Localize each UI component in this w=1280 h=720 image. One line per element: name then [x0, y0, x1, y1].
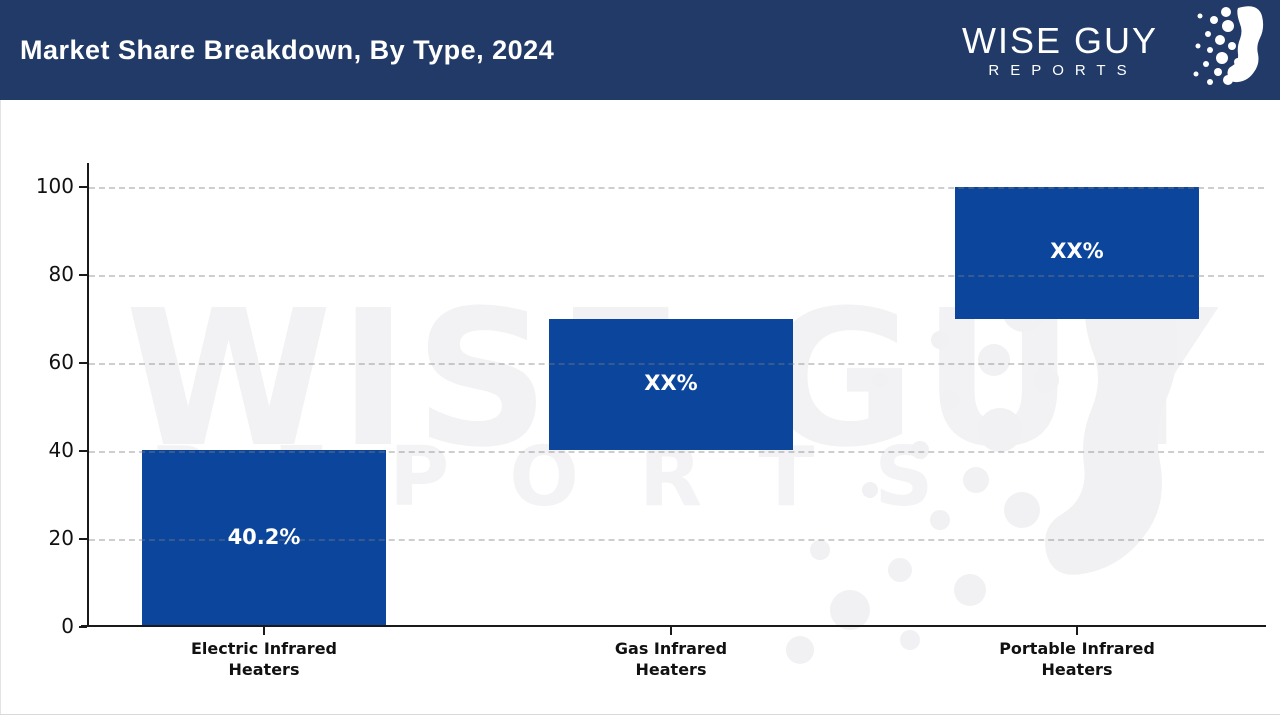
chart-area: WISE GUY REPORTS 0 20 40 60 80 100 40.2% XX% XX%…	[0, 100, 1280, 720]
page-left-border	[0, 100, 1, 715]
bar-value-label: XX%	[1050, 239, 1104, 263]
x-category-line2: Heaters	[635, 660, 707, 679]
x-category-line2: Heaters	[1041, 660, 1113, 679]
x-category-label: Gas Infrared Heaters	[521, 638, 821, 680]
y-axis-tick	[79, 538, 87, 540]
header-bar: Market Share Breakdown, By Type, 2024 WI…	[0, 0, 1280, 100]
x-axis-line	[81, 625, 1266, 627]
page-title: Market Share Breakdown, By Type, 2024	[20, 34, 555, 65]
x-category-line1: Gas Infrared	[614, 639, 728, 658]
y-axis-tick	[79, 450, 87, 452]
y-axis-line	[87, 163, 89, 627]
y-tick-label: 20	[48, 526, 74, 550]
x-axis-tick	[263, 627, 265, 635]
y-tick-label: 100	[35, 174, 74, 198]
y-tick-label: 0	[61, 614, 74, 638]
bar-segment	[142, 450, 386, 627]
y-axis-tick	[79, 626, 87, 628]
x-axis-tick	[1076, 627, 1078, 635]
y-tick-label: 80	[48, 262, 74, 286]
y-axis-tick	[79, 362, 87, 364]
face-dots-icon	[1160, 2, 1264, 98]
x-category-line2: Heaters	[228, 660, 300, 679]
grid-line	[89, 187, 1264, 189]
bar-value-label: XX%	[644, 370, 698, 395]
y-tick-label: 40	[48, 438, 74, 462]
y-tick-label: 60	[48, 350, 74, 374]
grid-line	[89, 363, 1264, 365]
bar-segment	[549, 319, 793, 451]
brand-logo: WISE GUY REPORTS	[962, 2, 1264, 98]
x-axis-tick	[670, 627, 672, 635]
grid-line	[89, 275, 1264, 277]
x-category-label: Portable Infrared Heaters	[927, 638, 1227, 680]
grid-line	[89, 539, 1264, 541]
page-bottom-border	[0, 714, 1280, 715]
brand-subtitle: REPORTS	[988, 61, 1138, 79]
grid-line	[89, 451, 1264, 453]
x-category-label: Electric Infrared Heaters	[114, 638, 414, 680]
bar-value-label: 40.2%	[227, 524, 301, 549]
brand-logo-text: WISE GUY REPORTS	[961, 19, 1158, 79]
y-axis-tick	[79, 274, 87, 276]
brand-name: WISE GUY	[961, 19, 1158, 61]
y-axis-tick	[79, 186, 87, 188]
x-category-line1: Portable Infrared	[999, 639, 1155, 658]
x-category-line1: Electric Infrared	[190, 639, 337, 658]
bar-segment	[955, 187, 1199, 319]
